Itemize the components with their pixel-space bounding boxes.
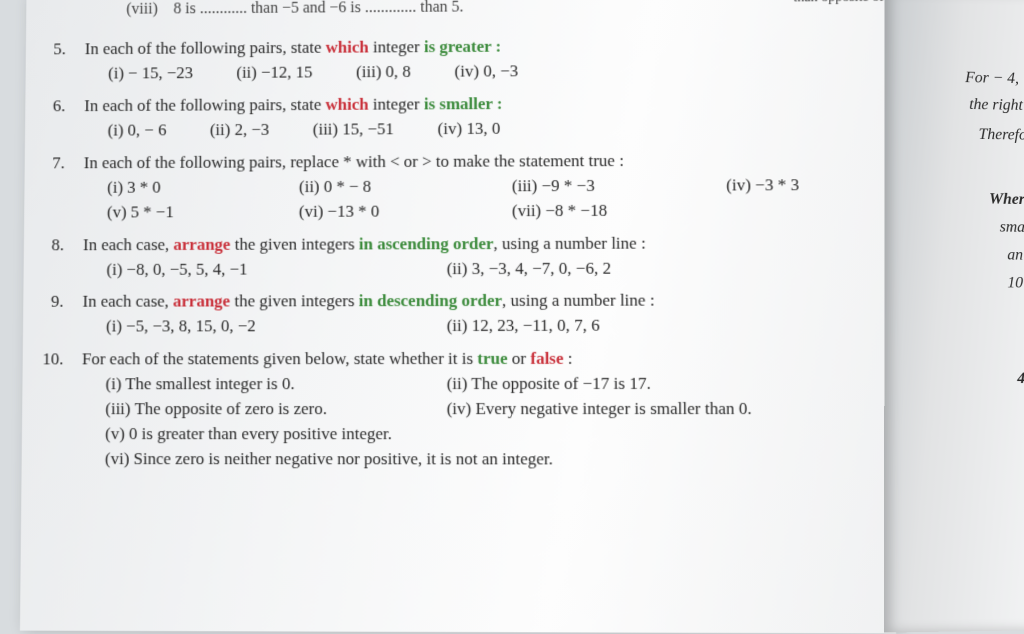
fragment-opposite: than opposite of 3 [793, 0, 894, 8]
option-i: (i) 0, − 6 [108, 119, 167, 142]
question-10: 10. For each of the statements given bel… [81, 348, 864, 474]
item-viii-label: (viii) [126, 0, 158, 20]
option-i: (i) −8, 0, −5, 5, 4, −1 [106, 258, 436, 282]
item-viii-text: 8 is ............ than −5 and −6 is ....… [173, 0, 463, 20]
text-run: or [508, 349, 531, 368]
option-iii: (iii) 0, 8 [356, 61, 411, 84]
highlight-greater: is greater : [424, 37, 501, 56]
highlight-which: which [326, 95, 369, 114]
option-i: (i) − 15, −23 [108, 62, 193, 85]
text-run: the given integers [230, 234, 358, 253]
text-run: In each of the following pairs, state [85, 38, 326, 58]
text-run: In each of the following pairs, state [84, 95, 325, 115]
option-iv: (iv) −3 * 3 [726, 174, 799, 197]
margin-fragment: Therefo [979, 126, 1024, 145]
question-text: In each of the following pairs, state wh… [84, 94, 502, 115]
textbook-page: (viii) 8 is ............ than −5 and −6 … [20, 0, 896, 633]
option-iv: (iv) 13, 0 [438, 118, 501, 141]
margin-fragment: sma [1000, 219, 1024, 237]
question-text: In each of the following pairs, state wh… [85, 37, 501, 58]
option-v: (v) 5 * −1 [107, 201, 255, 224]
option-i: (i) −5, −3, 8, 15, 0, −2 [106, 315, 437, 338]
option-ii: (ii) 12, 23, −11, 0, 7, 6 [447, 315, 781, 339]
highlight-false: false [530, 349, 563, 368]
option-ii: (ii) 3, −3, 4, −7, 0, −6, 2 [447, 257, 781, 281]
text-run: In each case, [83, 235, 174, 254]
text-run: the given integers [230, 292, 359, 311]
highlight-arrange: arrange [173, 292, 230, 311]
options-row: (i) −5, −3, 8, 15, 0, −2 (ii) 12, 23, −1… [82, 315, 862, 341]
option-vi: (vi) −13 * 0 [299, 200, 468, 223]
text-run: , using a number line : [502, 291, 655, 310]
question-number: 10. [42, 349, 63, 372]
question-text: In each case, arrange the given integers… [83, 233, 646, 254]
options-row: (i) 0, − 6 (ii) 2, −3 (iii) 15, −51 (iv)… [84, 116, 861, 144]
option-i: (i) 3 * 0 [107, 176, 255, 199]
highlight-descending: in descending order [359, 291, 502, 310]
question-number: 6. [53, 95, 66, 118]
margin-fragment: 10 [1007, 274, 1023, 292]
option-iv: (iv) Every negative integer is smaller t… [447, 398, 782, 421]
text-run: integer [369, 37, 424, 56]
text-run: For each of the statements given below, … [82, 349, 477, 368]
question-text: In each case, arrange the given integers… [82, 291, 654, 311]
adjacent-page: For − 4, the right Therefo Wher sma an 1… [884, 0, 1024, 633]
text-run: , using a number line : [494, 233, 646, 252]
margin-fragment: an [1007, 247, 1023, 265]
question-9: 9. In each case, arrange the given integ… [82, 290, 862, 341]
options-row: (i) − 15, −23 (ii) −12, 15 (iii) 0, 8 (i… [84, 58, 860, 87]
highlight-smaller: is smaller : [424, 94, 503, 113]
highlight-which: which [326, 38, 369, 57]
partial-previous-lines: (viii) 8 is ............ than −5 and −6 … [85, 0, 860, 31]
question-number: 5. [53, 39, 66, 62]
margin-fragment: For − 4, [965, 69, 1019, 88]
option-iii: (iii) 15, −51 [313, 118, 394, 141]
option-v: (v) 0 is greater than every positive int… [105, 423, 825, 446]
margin-fragment: Wher [989, 191, 1024, 209]
text-run: integer [369, 94, 424, 113]
question-text: For each of the statements given below, … [82, 349, 573, 368]
margin-fragment: the right [969, 96, 1023, 115]
option-ii: (ii) The opposite of −17 is 17. [447, 373, 782, 396]
question-5: 5. In each of the following pairs, state… [84, 34, 860, 88]
question-6: 6. In each of the following pairs, state… [84, 91, 861, 144]
question-number: 7. [52, 152, 65, 175]
question-7: 7. In each of the following pairs, repla… [83, 149, 861, 226]
option-i: (i) The smallest integer is 0. [105, 373, 436, 396]
question-text: In each of the following pairs, replace … [84, 151, 624, 172]
margin-fragment: 4 [1017, 370, 1024, 388]
option-vii: (vii) −8 * −18 [512, 200, 607, 223]
option-ii: (ii) 2, −3 [210, 119, 270, 142]
text-run: In each case, [82, 292, 173, 311]
question-number: 9. [51, 291, 64, 314]
option-vi: (vi) Since zero is neither negative nor … [105, 448, 826, 471]
options-row: (i) −8, 0, −5, 5, 4, −1 (ii) 3, −3, 4, −… [83, 257, 862, 284]
option-iv: (iv) 0, −3 [455, 60, 519, 83]
question-8: 8. In each case, arrange the given integ… [83, 232, 862, 284]
highlight-arrange: arrange [173, 234, 230, 253]
question-number: 8. [51, 234, 64, 257]
option-iii: (iii) −9 * −3 [512, 174, 682, 197]
text-run: : [564, 349, 573, 368]
option-iii: (iii) The opposite of zero is zero. [105, 398, 436, 421]
option-ii: (ii) −12, 15 [236, 62, 312, 85]
highlight-true: true [477, 349, 507, 368]
option-ii: (ii) 0 * − 8 [299, 175, 468, 198]
options-row: (i) The smallest integer is 0. (ii) The … [81, 373, 864, 474]
highlight-ascending: in ascending order [359, 234, 494, 253]
options-row: (i) 3 * 0 (ii) 0 * − 8 (iii) −9 * −3 (iv… [83, 174, 861, 226]
